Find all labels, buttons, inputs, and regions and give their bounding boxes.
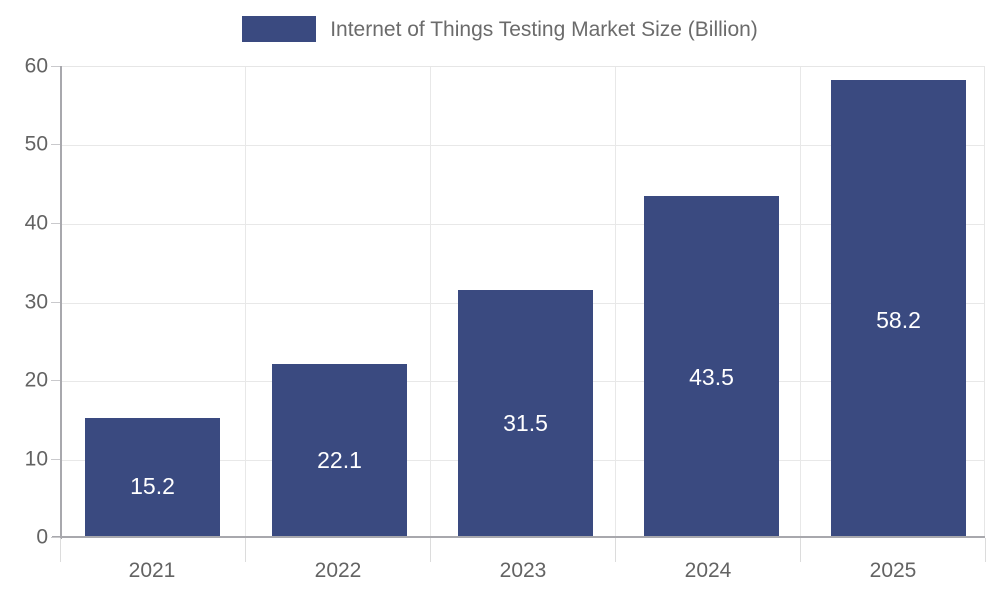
x-tick-mark [800, 538, 801, 562]
x-tick-label-2024: 2024 [684, 559, 732, 582]
y-tick-mark [51, 144, 60, 145]
y-tick-mark [51, 223, 60, 224]
y-tick-label: 40 [24, 211, 48, 235]
x-tick-label-2023: 2023 [499, 559, 547, 582]
gridline-40 [60, 224, 984, 225]
y-tick-mark [51, 66, 60, 67]
category-separator [800, 67, 801, 537]
bar-value-label: 58.2 [876, 307, 921, 333]
plot-area: 15.2 22.1 31.5 43.5 58.2 [60, 66, 985, 537]
legend-entry[interactable]: Internet of Things Testing Market Size (… [242, 16, 758, 42]
y-tick-label: 60 [24, 54, 48, 78]
x-tick-label-2025: 2025 [869, 559, 917, 582]
category-separator [615, 67, 616, 537]
y-tick-mark [51, 459, 60, 460]
category-separator [245, 67, 246, 537]
y-tick-label: 20 [24, 368, 48, 392]
legend-color-swatch-icon [242, 16, 317, 42]
bar-2021[interactable]: 15.2 [85, 418, 220, 537]
bar-2022[interactable]: 22.1 [272, 364, 407, 537]
x-tick-label-2021: 2021 [128, 559, 176, 582]
x-tick-mark [430, 538, 431, 562]
y-tick-label: 30 [24, 290, 48, 314]
x-tick-mark [245, 538, 246, 562]
y-tick-label: 0 [36, 525, 48, 549]
y-tick-mark [51, 302, 60, 303]
bar-value-label: 15.2 [130, 473, 175, 499]
bar-value-label: 31.5 [503, 410, 548, 436]
category-separator [430, 67, 431, 537]
y-axis-line [60, 66, 62, 539]
x-tick-mark [985, 538, 986, 562]
bar-2024[interactable]: 43.5 [644, 196, 779, 537]
bar-2023[interactable]: 31.5 [458, 290, 593, 537]
y-tick-mark [51, 537, 60, 538]
x-tick-mark [60, 538, 61, 562]
x-tick-label-2022: 2022 [314, 559, 362, 582]
y-tick-mark [51, 380, 60, 381]
bar-2025[interactable]: 58.2 [831, 80, 966, 537]
legend-entry-label: Internet of Things Testing Market Size (… [330, 17, 758, 41]
y-tick-label: 50 [24, 132, 48, 156]
bar-value-label: 43.5 [689, 364, 734, 390]
chart-legend: Internet of Things Testing Market Size (… [0, 0, 1000, 58]
y-tick-label: 10 [24, 447, 48, 471]
gridline-50 [60, 145, 984, 146]
bar-value-label: 22.1 [317, 447, 362, 473]
x-axis-line [52, 536, 985, 538]
x-tick-mark [615, 538, 616, 562]
